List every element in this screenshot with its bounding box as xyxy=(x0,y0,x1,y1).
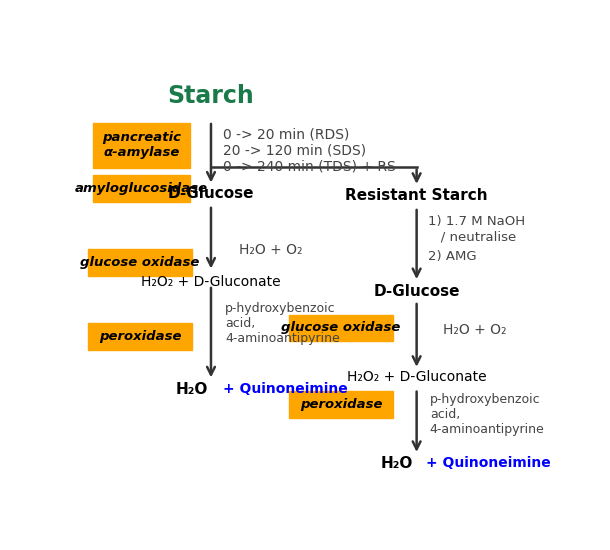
Text: H₂O₂ + D-Gluconate: H₂O₂ + D-Gluconate xyxy=(141,275,281,289)
Text: H₂O: H₂O xyxy=(176,382,208,397)
FancyBboxPatch shape xyxy=(289,315,393,341)
Text: peroxidase: peroxidase xyxy=(300,398,382,411)
FancyBboxPatch shape xyxy=(88,323,192,350)
Text: pancreatic
α-amylase: pancreatic α-amylase xyxy=(102,131,181,159)
Text: p-hydroxybenzoic
acid,
4-aminoantipyrine: p-hydroxybenzoic acid, 4-aminoantipyrine xyxy=(430,393,545,436)
Text: + Quinoneimine: + Quinoneimine xyxy=(223,382,348,396)
Text: H₂O₂ + D-Gluconate: H₂O₂ + D-Gluconate xyxy=(347,370,486,384)
Text: p-hydroxybenzoic
acid,
4-aminoantipyrine: p-hydroxybenzoic acid, 4-aminoantipyrine xyxy=(225,301,340,344)
Text: 0 -> 240 min (TDS) + RS: 0 -> 240 min (TDS) + RS xyxy=(223,160,395,174)
FancyBboxPatch shape xyxy=(289,391,393,417)
Text: 1) 1.7 M NaOH
   / neutralise: 1) 1.7 M NaOH / neutralise xyxy=(428,215,526,243)
FancyBboxPatch shape xyxy=(88,249,192,276)
Text: Starch: Starch xyxy=(168,84,254,108)
Text: H₂O + O₂: H₂O + O₂ xyxy=(443,323,506,337)
Text: Resistant Starch: Resistant Starch xyxy=(345,188,488,202)
Text: 20 -> 120 min (SDS): 20 -> 120 min (SDS) xyxy=(223,144,366,158)
Text: glucose oxidase: glucose oxidase xyxy=(81,256,199,269)
Text: D-Glucose: D-Glucose xyxy=(168,185,254,201)
FancyBboxPatch shape xyxy=(93,175,190,201)
Text: H₂O + O₂: H₂O + O₂ xyxy=(239,243,303,257)
Text: H₂O: H₂O xyxy=(381,456,413,471)
FancyBboxPatch shape xyxy=(93,123,190,168)
Text: glucose oxidase: glucose oxidase xyxy=(281,321,401,334)
Text: + Quinoneimine: + Quinoneimine xyxy=(426,456,551,470)
Text: 0 -> 20 min (RDS): 0 -> 20 min (RDS) xyxy=(223,128,349,141)
Text: amyloglucosidase: amyloglucosidase xyxy=(74,182,208,195)
Text: 2) AMG: 2) AMG xyxy=(428,250,477,263)
Text: peroxidase: peroxidase xyxy=(99,330,181,343)
Text: D-Glucose: D-Glucose xyxy=(373,284,460,299)
